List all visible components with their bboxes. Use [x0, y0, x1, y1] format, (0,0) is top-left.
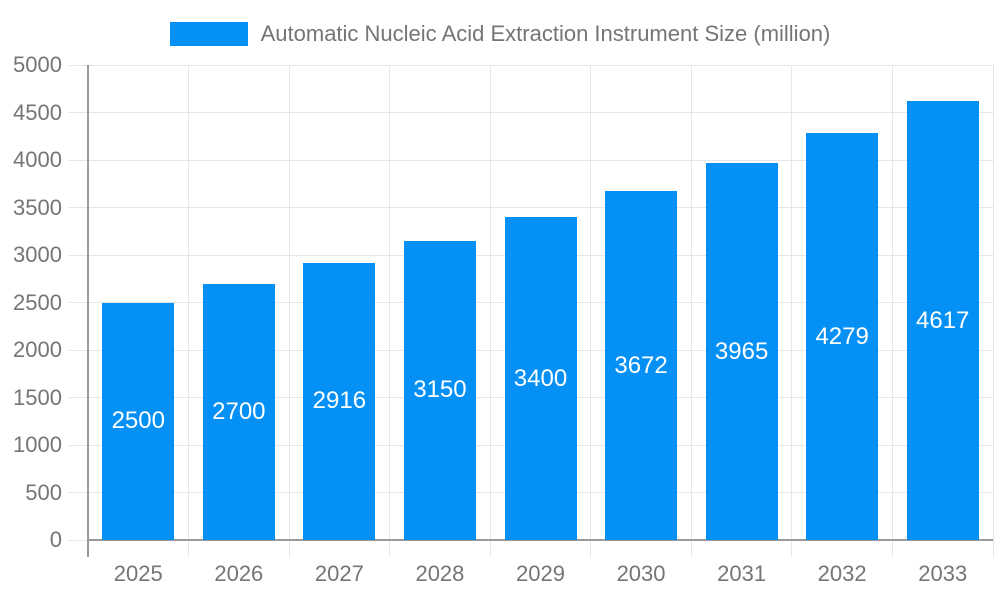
x-axis-tick-label: 2030	[616, 561, 666, 586]
y-axis-tick-label: 0	[49, 527, 62, 552]
bar-value-label: 2500	[111, 407, 165, 435]
y-axis-tick-label: 3000	[13, 242, 62, 267]
y-axis-tick-label: 1500	[13, 384, 62, 410]
y-axis-tick-label: 1000	[13, 432, 62, 457]
x-gridline	[891, 65, 893, 557]
x-axis-line	[88, 539, 993, 541]
y-axis-tick-label: 4000	[13, 147, 62, 172]
x-axis-tick-label: 2033	[918, 561, 968, 586]
y-gridline	[68, 207, 993, 208]
x-gridline	[590, 65, 592, 557]
bar-2027[interactable]	[303, 262, 376, 540]
y-axis-line	[87, 65, 89, 557]
bar-value-label: 3672	[614, 351, 668, 379]
y-axis-tick-label: 3500	[13, 194, 62, 220]
bar-value-label: 3150	[413, 376, 467, 404]
bar-value-label: 3400	[513, 364, 568, 392]
x-gridline	[489, 65, 491, 557]
legend[interactable]: Automatic Nucleic Acid Extraction Instru…	[0, 14, 1000, 54]
y-axis-tick-label: 500	[25, 479, 62, 505]
bar-value-label: 4279	[815, 322, 869, 350]
bar-2030[interactable]	[605, 191, 678, 540]
y-axis-tick-label: 4500	[13, 99, 62, 125]
x-axis-tick-label: 2025	[113, 561, 163, 586]
bar-value-label: 2916	[312, 387, 367, 415]
bar-2025[interactable]	[102, 302, 175, 540]
x-gridline	[389, 65, 391, 557]
y-axis-tick-label: 2000	[13, 337, 62, 362]
bar-2031[interactable]	[705, 163, 778, 540]
bar-value-label: 2700	[212, 397, 266, 425]
y-gridline	[68, 64, 993, 66]
y-gridline	[68, 159, 993, 161]
bar-2032[interactable]	[806, 133, 879, 540]
legend-swatch-icon	[169, 22, 248, 46]
bar-2029[interactable]	[504, 217, 577, 540]
x-gridline	[188, 65, 190, 557]
x-gridline	[690, 65, 692, 557]
y-axis-tick	[68, 539, 88, 541]
bar-value-label: 3965	[714, 337, 769, 365]
bar-2033[interactable]	[906, 101, 979, 540]
x-axis-tick-label: 2028	[415, 561, 465, 586]
bar-2028[interactable]	[403, 240, 476, 540]
x-gridline	[288, 65, 290, 557]
bar-2026[interactable]	[202, 283, 275, 540]
x-axis-tick-label: 2027	[314, 561, 364, 586]
x-gridline	[791, 65, 793, 557]
legend-label: Automatic Nucleic Acid Extraction Instru…	[260, 21, 831, 46]
y-axis-tick-label: 5000	[13, 52, 62, 77]
y-axis-tick-label: 2500	[13, 289, 62, 315]
x-axis-tick-label: 2031	[717, 561, 767, 586]
x-axis-tick-label: 2032	[817, 561, 867, 586]
y-gridline	[68, 112, 993, 113]
x-axis-tick-label: 2029	[516, 561, 565, 586]
x-gridline	[992, 65, 994, 557]
bar-value-label: 4617	[916, 306, 970, 334]
x-axis-tick-label: 2026	[214, 561, 264, 586]
